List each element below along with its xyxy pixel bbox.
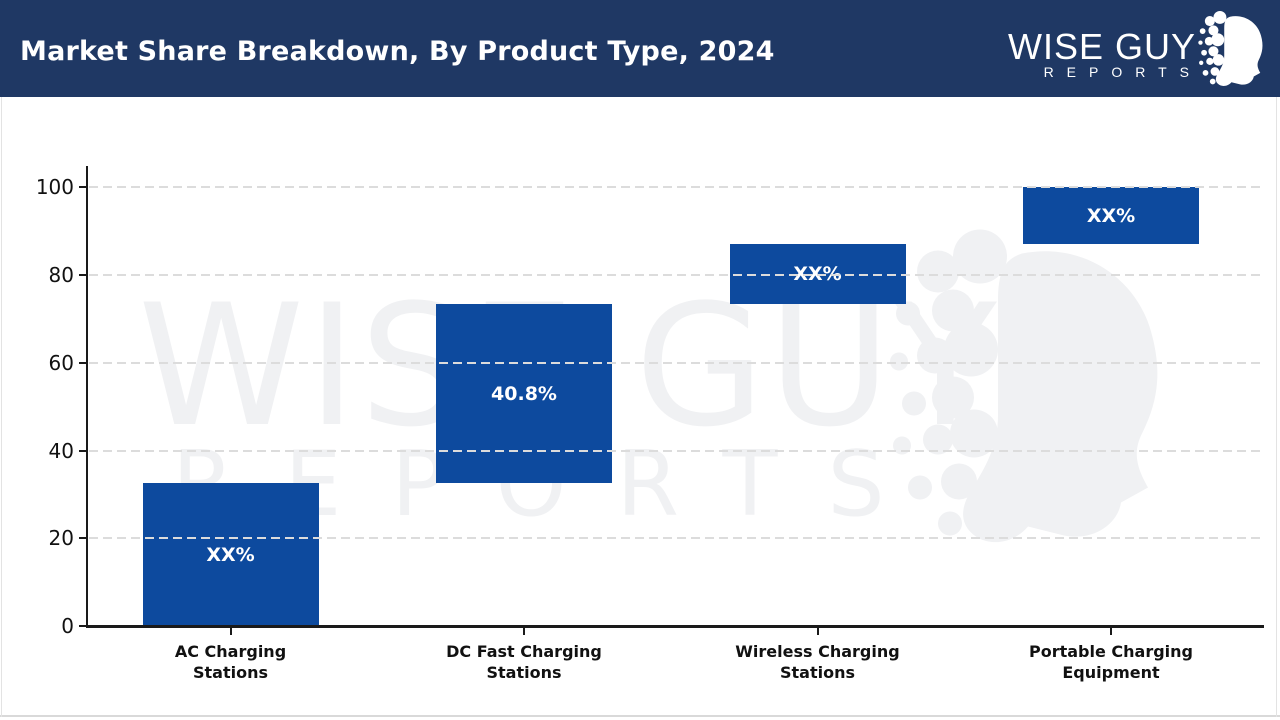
gridline [89, 274, 1260, 276]
wise-guy-logo: WISE GUY REPORTS [1008, 4, 1268, 94]
x-tick-mark [229, 628, 232, 635]
frame-right-line [1276, 97, 1277, 717]
category-label: Wireless Charging Stations [735, 642, 900, 682]
gridline [89, 186, 1260, 189]
y-tick-label: 20 [48, 526, 74, 551]
x-tick-mark [523, 628, 525, 635]
y-tick-label: 80 [48, 263, 74, 287]
bar-ac-charging-stations: XX% [142, 483, 319, 626]
gridline [89, 537, 1260, 540]
y-tick-label: 60 [48, 350, 74, 375]
wise-guy-face-watermark [890, 229, 1158, 543]
x-axis-spine [86, 625, 1264, 628]
y-tick-label: 100 [35, 175, 74, 200]
y-tick-mark [79, 274, 87, 276]
category-label: DC Fast Charging Stations [446, 642, 602, 682]
x-tick-mark [816, 628, 819, 635]
y-tick-mark [79, 449, 87, 452]
bar-value-label: XX% [206, 543, 255, 566]
page-title: Market Share Breakdown, By Product Type,… [20, 36, 775, 67]
gridline [89, 361, 1260, 364]
bar-portable-charging-equipment: XX% [1023, 187, 1199, 245]
y-tick-mark [79, 537, 87, 540]
y-axis-spine [86, 166, 88, 627]
bar-value-label: 40.8% [491, 382, 557, 405]
gridline [89, 449, 1260, 452]
frame-left-line [1, 97, 2, 717]
bar-value-label: XX% [1086, 204, 1136, 227]
category-label: Portable Charging Equipment [1028, 642, 1193, 682]
category-label: AC Charging Stations [174, 642, 287, 682]
y-tick-label: 0 [61, 614, 74, 638]
y-tick-mark [79, 625, 87, 627]
frame-bottom-line [0, 715, 1280, 717]
header-bar: Market Share Breakdown, By Product Type,… [0, 0, 1280, 97]
bar-dc-fast-charging-stations: 40.8% [436, 304, 612, 484]
logo-wordmark: WISE GUY [1007, 26, 1196, 67]
wise-guy-face-icon [1198, 10, 1263, 86]
x-tick-mark [1110, 628, 1112, 635]
y-tick-mark [79, 186, 87, 189]
logo-subtitle: REPORTS [1043, 64, 1202, 80]
y-tick-mark [79, 361, 87, 364]
y-tick-label: 40 [48, 438, 74, 463]
